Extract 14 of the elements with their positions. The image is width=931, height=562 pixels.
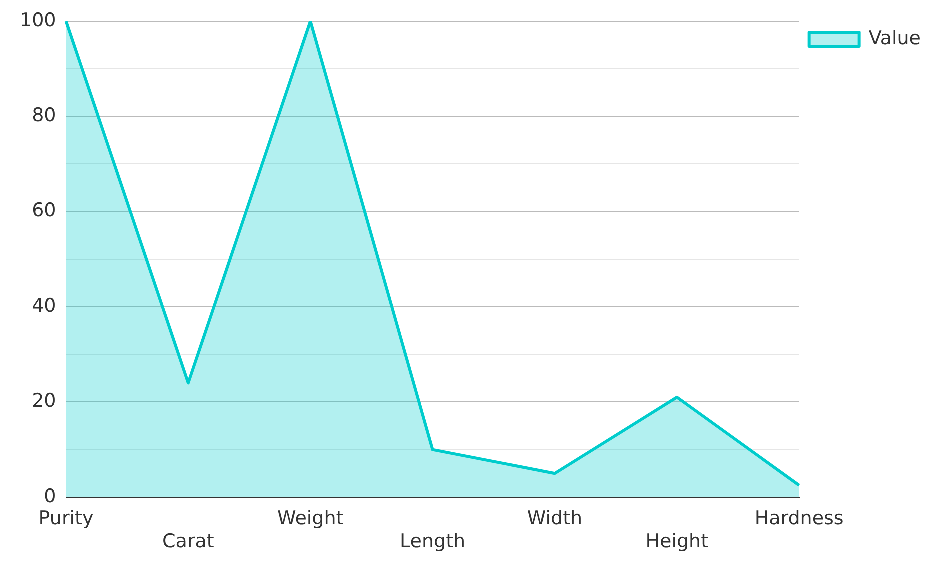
y-tick-label: 40 [32,294,56,317]
x-tick-label: Purity [38,508,94,530]
x-tick-label: Hardness [754,508,844,530]
y-tick-label: 60 [32,200,56,222]
legend-label: Value [868,27,922,50]
x-tick-label: Width [527,508,583,530]
x-tick-label: Weight [278,508,344,530]
x-tick-label: Carat [162,530,214,553]
y-tick-label: 100 [20,9,56,32]
x-tick-label: Length [400,530,466,553]
y-tick-label: 0 [44,485,56,508]
y-tick-label: 80 [32,104,56,127]
y-tick-label: 20 [32,390,56,412]
x-tick-label: Height [646,530,709,553]
